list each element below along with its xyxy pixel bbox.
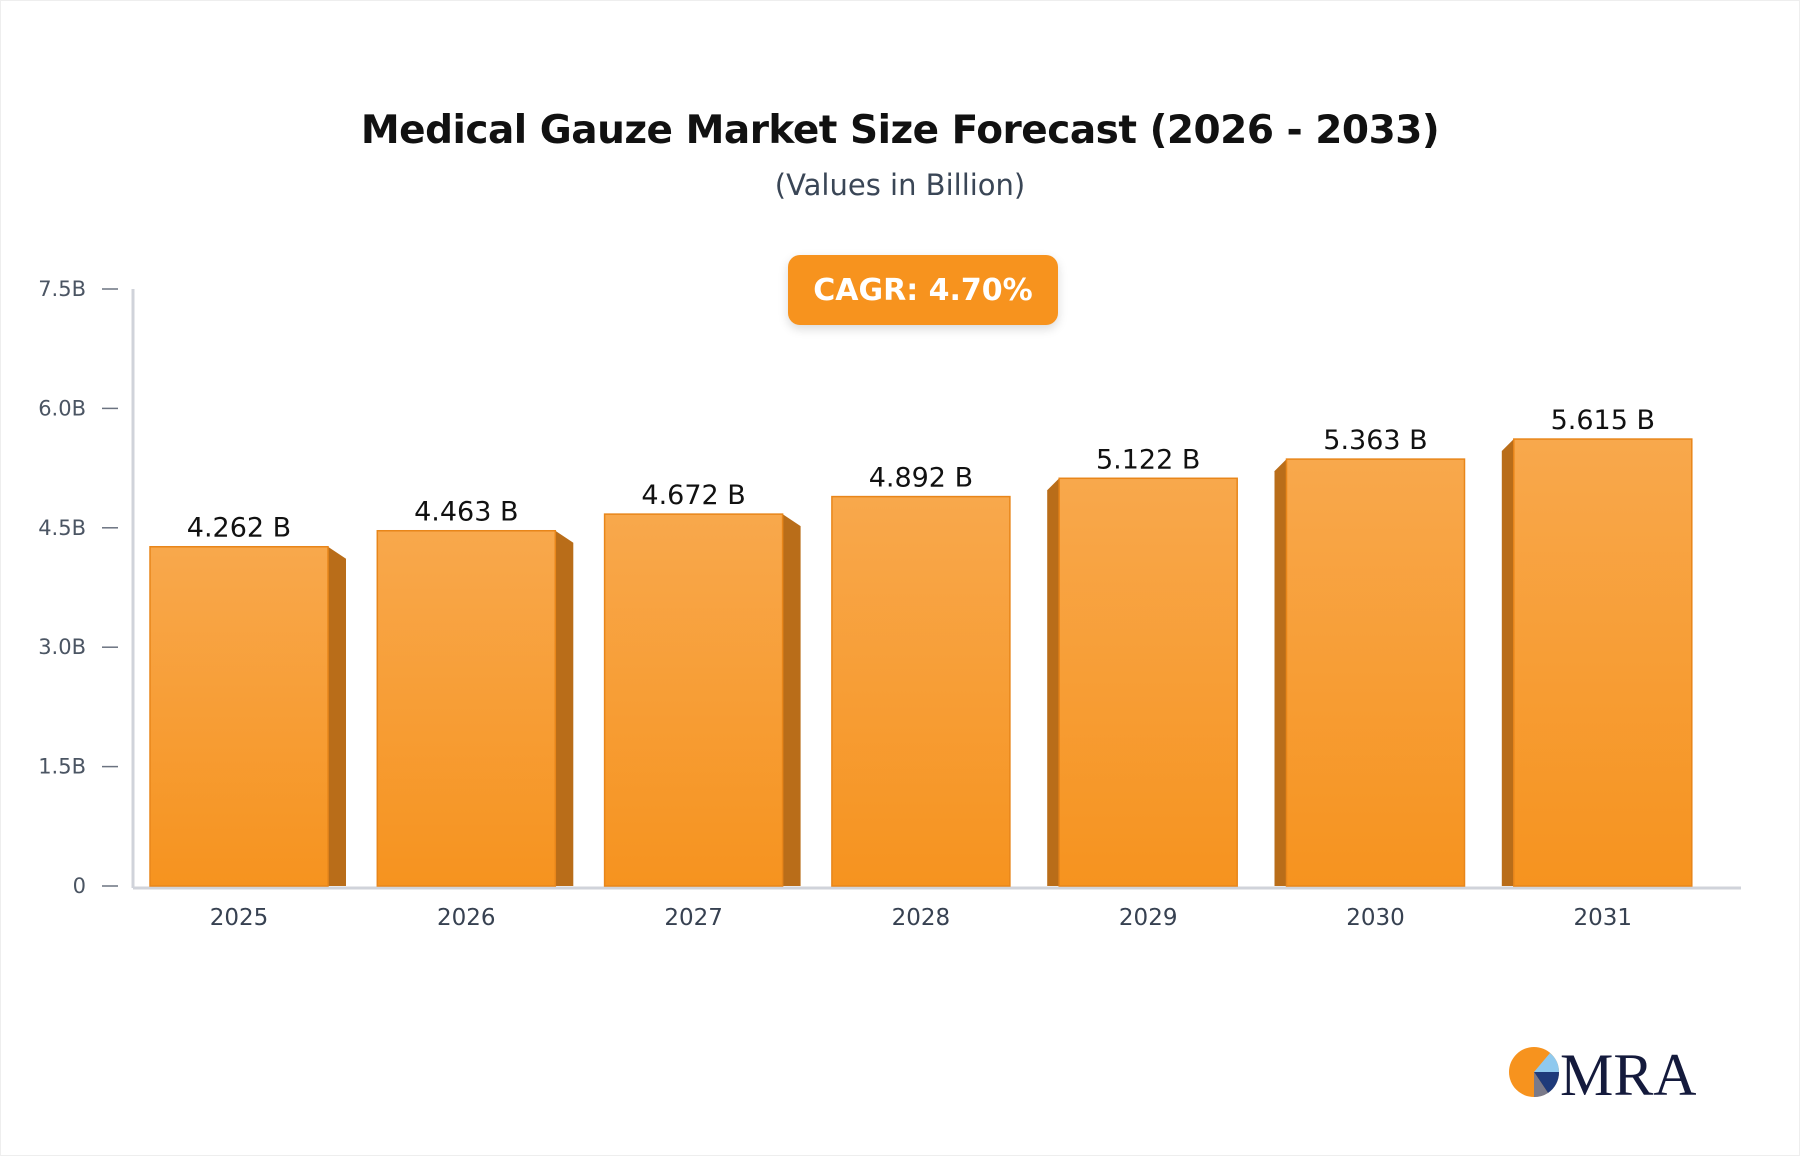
- chart-subtitle: (Values in Billion): [774, 168, 1026, 202]
- y-tick-label: 4.5B: [38, 516, 86, 540]
- bar-side: [1501, 439, 1514, 886]
- x-tick-label: 2027: [664, 905, 723, 931]
- x-tick-label: 2030: [1346, 905, 1405, 931]
- bar-side: [782, 514, 801, 886]
- x-tick-label: 2028: [892, 905, 951, 931]
- bar: [1513, 438, 1693, 887]
- bar-data-label: 4.262 B: [187, 513, 291, 544]
- mra-logo: MRA: [1509, 1042, 1696, 1100]
- x-tick-label: 2025: [210, 905, 269, 931]
- bar-side: [555, 530, 574, 886]
- bar: [1285, 458, 1466, 887]
- bar: [376, 529, 557, 887]
- bar-side: [1274, 459, 1287, 886]
- chart-title: Medical Gauze Market Size Forecast (2026…: [360, 108, 1440, 153]
- bar-side: [1047, 478, 1060, 886]
- x-tick-label: 2029: [1119, 905, 1178, 931]
- bar-data-label: 5.363 B: [1323, 425, 1427, 456]
- bar-data-label: 4.463 B: [414, 497, 518, 528]
- y-tick-label: 0: [73, 874, 86, 898]
- y-tick-label: 6.0B: [38, 396, 86, 420]
- bar: [1058, 477, 1238, 887]
- bar-data-label: 5.122 B: [1096, 444, 1200, 475]
- bar: [603, 513, 784, 887]
- y-tick-label: 7.5B: [38, 277, 86, 301]
- bar: [831, 495, 1011, 887]
- cagr-badge: CAGR: 4.70%: [788, 255, 1058, 325]
- bar-data-label: 4.892 B: [869, 463, 973, 494]
- y-tick-label: 1.5B: [38, 755, 86, 779]
- x-tick-label: 2031: [1574, 905, 1633, 931]
- bar: [149, 545, 329, 887]
- bar-side: [328, 546, 346, 886]
- y-tick-label: 3.0B: [38, 635, 86, 659]
- bar-data-label: 5.615 B: [1551, 405, 1655, 436]
- x-tick-label: 2026: [437, 905, 496, 931]
- bar-data-label: 4.672 B: [641, 480, 745, 511]
- logo-text: MRA: [1560, 1042, 1696, 1100]
